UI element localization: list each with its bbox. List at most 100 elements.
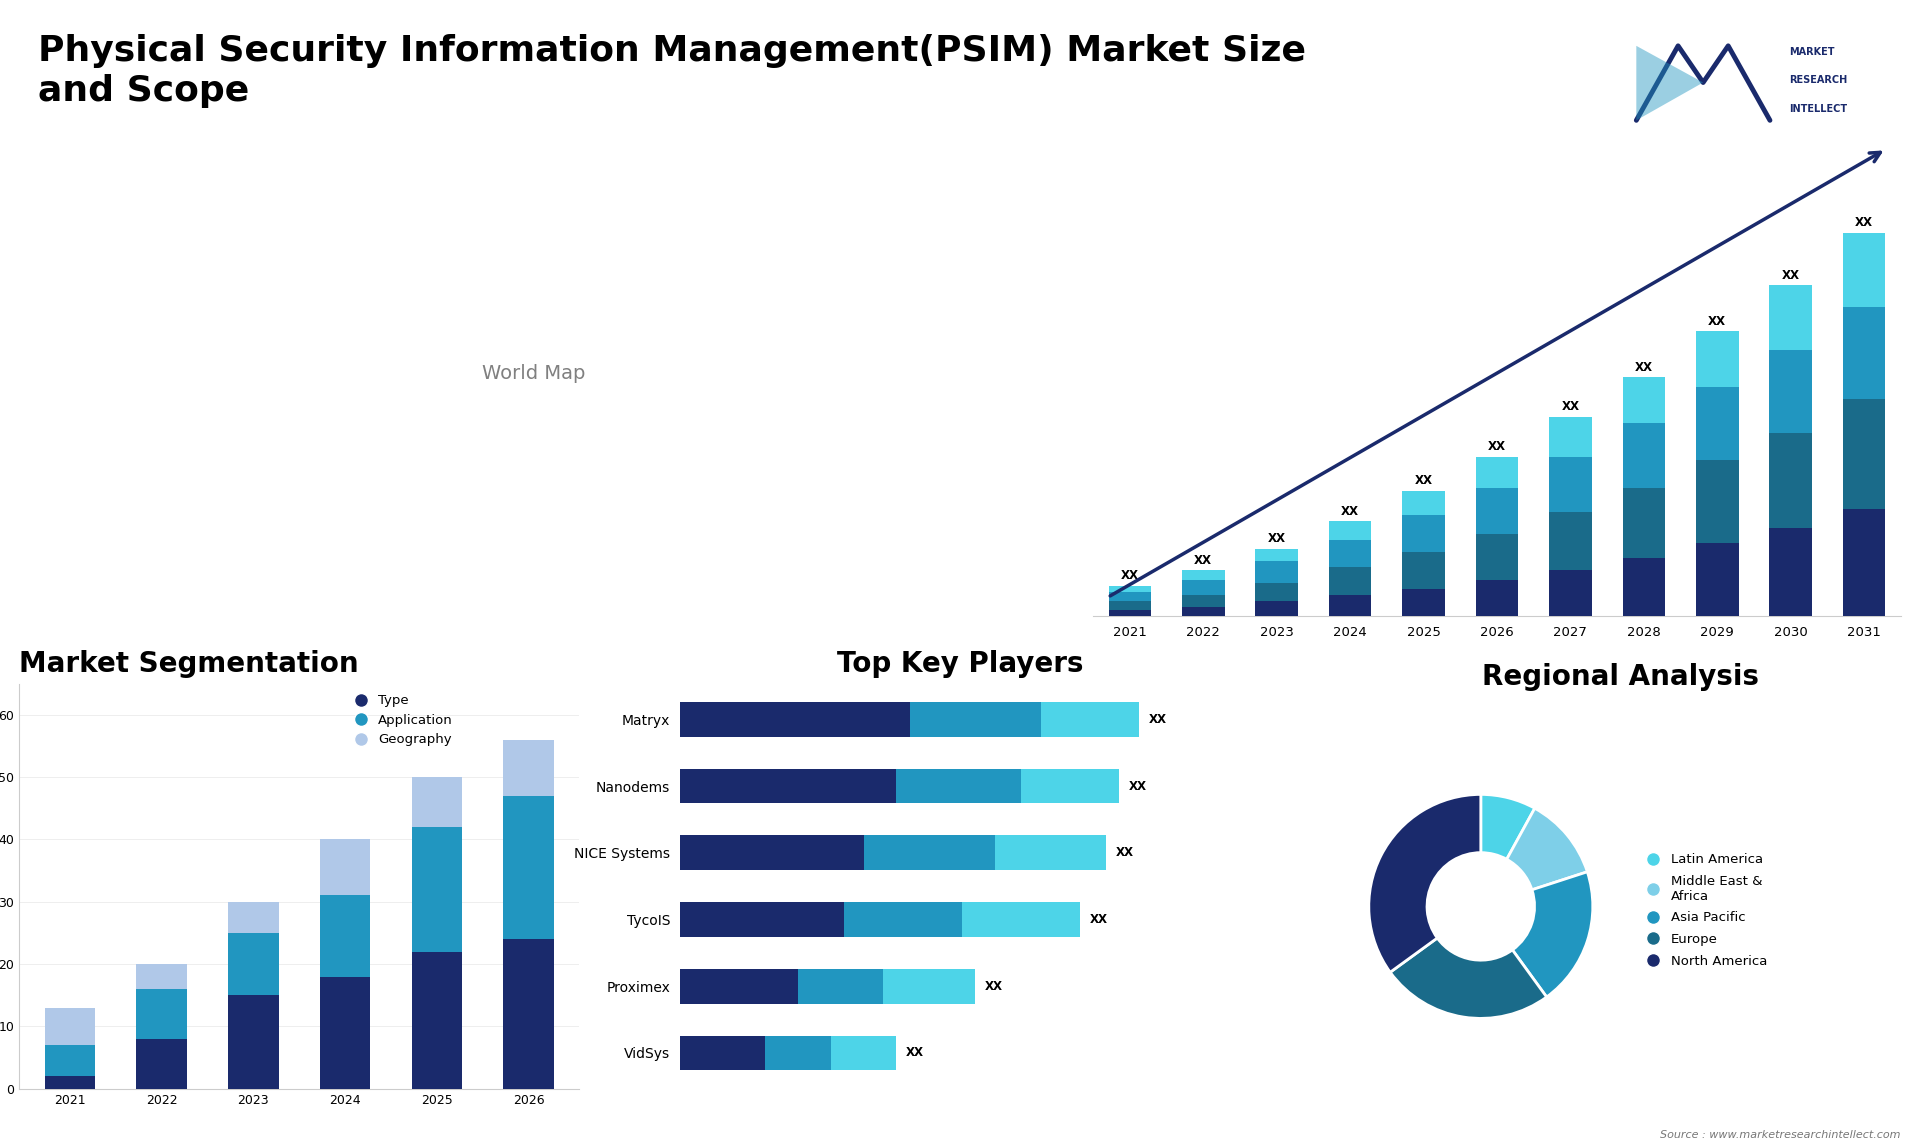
Bar: [897, 769, 1021, 803]
Bar: [1695, 543, 1738, 617]
Bar: [1843, 307, 1885, 399]
Bar: [680, 968, 799, 1004]
Bar: [1622, 377, 1665, 423]
Bar: [321, 839, 371, 895]
Bar: [1402, 552, 1446, 589]
Bar: [962, 902, 1079, 937]
Text: XX: XX: [1415, 474, 1432, 487]
Text: MARKET: MARKET: [1789, 47, 1836, 56]
Bar: [1183, 595, 1225, 607]
Text: XX: XX: [1782, 268, 1799, 282]
Bar: [1770, 432, 1812, 527]
Title: Top Key Players: Top Key Players: [837, 651, 1083, 678]
Bar: [766, 1036, 831, 1070]
Bar: [1183, 607, 1225, 617]
Bar: [321, 895, 371, 976]
Text: XX: XX: [985, 980, 1002, 992]
Text: XX: XX: [1129, 779, 1146, 793]
Bar: [1770, 285, 1812, 350]
Bar: [1476, 534, 1519, 580]
Text: Source : www.marketresearchintellect.com: Source : www.marketresearchintellect.com: [1661, 1130, 1901, 1140]
Bar: [1770, 350, 1812, 432]
Bar: [995, 835, 1106, 870]
Bar: [503, 795, 553, 939]
Bar: [910, 702, 1041, 737]
Text: XX: XX: [1561, 400, 1580, 414]
Text: XX: XX: [1091, 913, 1108, 926]
Bar: [1402, 589, 1446, 617]
Bar: [1183, 571, 1225, 580]
Bar: [1549, 417, 1592, 457]
Bar: [1476, 580, 1519, 617]
Bar: [1695, 331, 1738, 386]
Bar: [44, 1076, 96, 1089]
Bar: [228, 995, 278, 1089]
Text: XX: XX: [1855, 217, 1874, 229]
Bar: [136, 1038, 186, 1089]
Text: XX: XX: [1194, 554, 1212, 566]
Bar: [1041, 702, 1139, 737]
Bar: [1256, 562, 1298, 582]
Bar: [1476, 488, 1519, 534]
Text: INTELLECT: INTELLECT: [1789, 104, 1847, 113]
Text: XX: XX: [1709, 314, 1726, 328]
Bar: [680, 1036, 766, 1070]
Bar: [321, 976, 371, 1089]
Bar: [680, 902, 845, 937]
Text: XX: XX: [1634, 361, 1653, 374]
Text: RESEARCH: RESEARCH: [1789, 76, 1847, 85]
Bar: [1108, 602, 1152, 611]
Text: XX: XX: [1148, 713, 1167, 725]
Text: XX: XX: [1116, 846, 1135, 860]
Bar: [44, 1007, 96, 1045]
Bar: [680, 702, 910, 737]
Bar: [1770, 527, 1812, 617]
Bar: [1843, 399, 1885, 509]
Text: World Map: World Map: [482, 363, 586, 383]
Bar: [228, 933, 278, 995]
Bar: [411, 951, 463, 1089]
Bar: [1021, 769, 1119, 803]
Bar: [1256, 549, 1298, 562]
Bar: [1549, 457, 1592, 512]
Text: XX: XX: [1267, 532, 1286, 545]
Bar: [1329, 540, 1371, 567]
Bar: [1108, 586, 1152, 592]
Bar: [503, 739, 553, 795]
Bar: [831, 1036, 897, 1070]
Text: XX: XX: [1340, 504, 1359, 518]
Bar: [1695, 386, 1738, 461]
Bar: [136, 989, 186, 1038]
Bar: [1549, 571, 1592, 617]
Bar: [1402, 516, 1446, 552]
Bar: [864, 835, 995, 870]
Bar: [1329, 595, 1371, 617]
Bar: [1622, 488, 1665, 558]
Bar: [136, 964, 186, 989]
Bar: [680, 769, 897, 803]
Bar: [883, 968, 975, 1004]
Bar: [44, 1045, 96, 1076]
Text: Market Segmentation: Market Segmentation: [19, 651, 359, 678]
Bar: [503, 939, 553, 1089]
Bar: [411, 777, 463, 827]
Bar: [228, 902, 278, 933]
Bar: [1183, 580, 1225, 595]
Bar: [1549, 512, 1592, 571]
Text: Physical Security Information Management(PSIM) Market Size
and Scope: Physical Security Information Management…: [38, 34, 1306, 108]
Text: XX: XX: [906, 1046, 924, 1059]
Bar: [1256, 582, 1298, 602]
Bar: [799, 968, 883, 1004]
Bar: [1108, 592, 1152, 602]
Bar: [1402, 490, 1446, 516]
Text: XX: XX: [1488, 440, 1505, 453]
Bar: [680, 835, 864, 870]
Bar: [1329, 521, 1371, 540]
Bar: [1622, 558, 1665, 617]
Title: Regional Analysis: Regional Analysis: [1482, 662, 1759, 691]
Bar: [1108, 611, 1152, 617]
Text: XX: XX: [1121, 568, 1139, 582]
Bar: [1622, 423, 1665, 488]
Bar: [1476, 457, 1519, 488]
Bar: [1843, 234, 1885, 307]
